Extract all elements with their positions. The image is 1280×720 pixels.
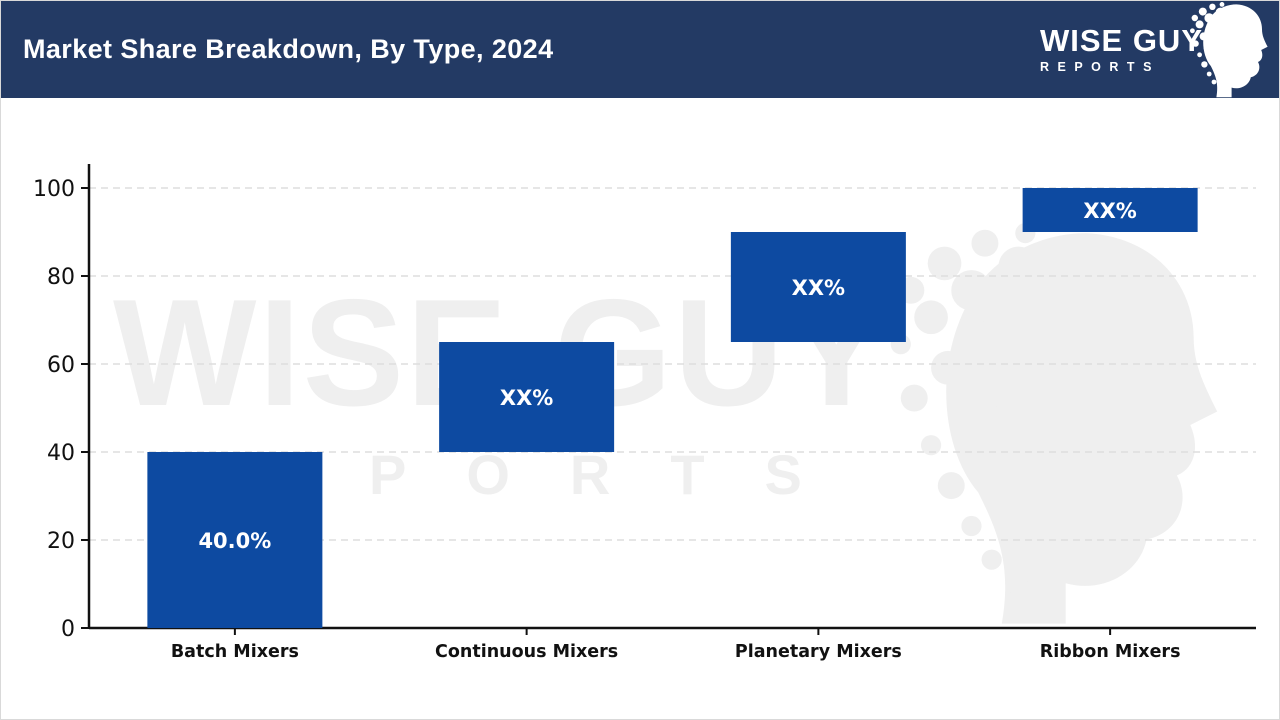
- brand-logo: WISE GUY REPORTS: [1040, 1, 1271, 98]
- bar-value-label: 40.0%: [198, 529, 271, 553]
- dot-cluster: [1190, 1, 1234, 91]
- bar-value-label: XX%: [792, 276, 845, 300]
- dotted-face-icon: [1190, 1, 1268, 97]
- page-title: Market Share Breakdown, By Type, 2024: [23, 34, 554, 64]
- waterfall-chart: 0 20 40 60 80 100 40.0% Batch Mixers XX% Continuo…: [33, 164, 1256, 662]
- x-tick-label: Continuous Mixers: [435, 642, 618, 662]
- y-tick-label: 100: [33, 177, 75, 202]
- bar-2: [730, 232, 906, 342]
- brand-name: WISE GUY: [1039, 23, 1203, 59]
- bar-3: [1022, 188, 1198, 232]
- brand-tagline: REPORTS: [1039, 60, 1160, 75]
- header-bar: Market Share Breakdown, By Type, 2024 WI…: [1, 1, 1279, 98]
- y-tick-label: 40: [47, 441, 75, 466]
- x-tick-label: Batch Mixers: [171, 642, 299, 662]
- y-tick-label: 80: [47, 265, 75, 290]
- y-tick-label: 0: [61, 617, 75, 642]
- y-tick-label: 60: [47, 353, 75, 378]
- bar-1: [439, 342, 615, 452]
- bar-value-label: XX%: [500, 386, 553, 410]
- bar-value-label: XX%: [1083, 199, 1136, 223]
- brand-logo-text: WISE GUY REPORTS: [1040, 25, 1203, 74]
- watermark-text-line2: PORTS: [369, 443, 862, 506]
- bar-0: [147, 452, 323, 628]
- x-tick-label: Planetary Mixers: [735, 642, 902, 662]
- x-tick-label: Ribbon Mixers: [1040, 642, 1181, 662]
- y-tick-label: 20: [47, 529, 75, 554]
